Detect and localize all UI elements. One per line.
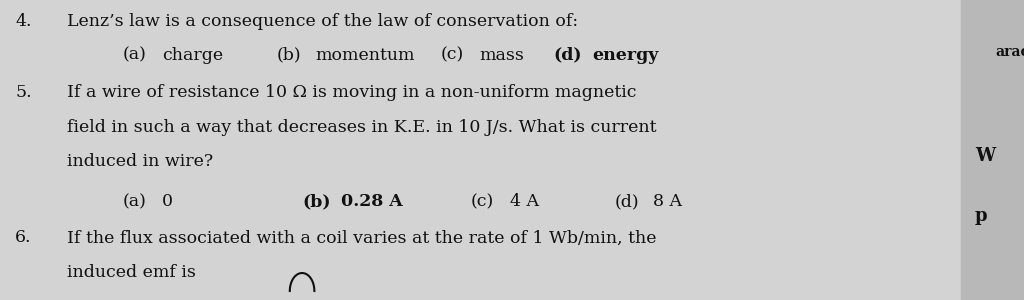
Text: p: p — [975, 207, 987, 225]
Text: (b): (b) — [302, 194, 331, 211]
Text: momentum: momentum — [315, 46, 415, 64]
Text: induced in wire?: induced in wire? — [67, 153, 213, 170]
Text: aracte: aracte — [995, 45, 1024, 59]
Text: If the flux associated with a coil varies at the rate of 1 Wb/min, the: If the flux associated with a coil varie… — [67, 230, 656, 247]
Bar — [961, 0, 1024, 300]
Text: energy: energy — [592, 46, 658, 64]
Text: (c): (c) — [471, 194, 495, 211]
Text: If a wire of resistance 10 Ω is moving in a non-uniform magnetic: If a wire of resistance 10 Ω is moving i… — [67, 84, 636, 101]
Text: 5.: 5. — [15, 84, 32, 101]
Text: 0.28 A: 0.28 A — [341, 194, 402, 211]
Text: Lenz’s law is a consequence of the law of conservation of:: Lenz’s law is a consequence of the law o… — [67, 14, 578, 31]
Text: (d): (d) — [553, 46, 582, 64]
Text: (c): (c) — [440, 46, 464, 64]
Text: (b): (b) — [276, 46, 301, 64]
Text: induced emf is: induced emf is — [67, 264, 196, 281]
Text: 6.: 6. — [15, 230, 32, 247]
Text: field in such a way that decreases in K.E. in 10 J/s. What is current: field in such a way that decreases in K.… — [67, 118, 656, 136]
Text: 4.: 4. — [15, 14, 32, 31]
Text: 8 A: 8 A — [653, 194, 682, 211]
Text: (d): (d) — [614, 194, 639, 211]
Text: 0: 0 — [162, 194, 173, 211]
Text: charge: charge — [162, 46, 223, 64]
Text: W: W — [975, 147, 995, 165]
Text: 4 A: 4 A — [510, 194, 539, 211]
Text: (a): (a) — [123, 194, 146, 211]
Text: mass: mass — [479, 46, 524, 64]
Text: (a): (a) — [123, 46, 146, 64]
